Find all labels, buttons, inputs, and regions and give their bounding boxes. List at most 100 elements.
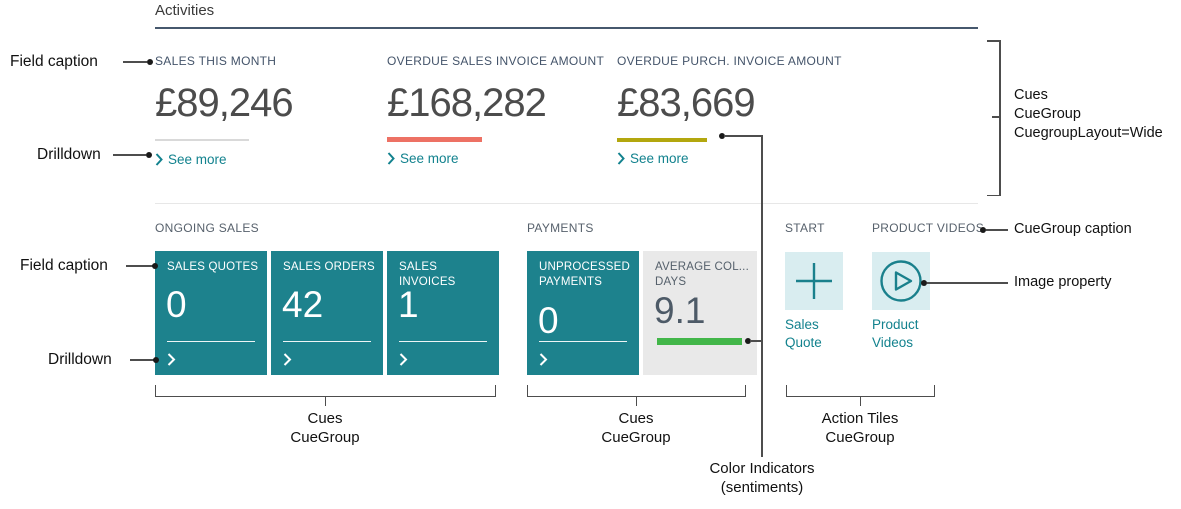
tile-rule [399, 341, 487, 342]
header-rule [155, 27, 978, 29]
tile-value: 0 [538, 300, 559, 341]
connector-line [750, 340, 762, 342]
brace-tick-right [495, 385, 497, 397]
annotation-wide-cues-bracket: Cues CueGroup CuegroupLayout=Wide [1014, 86, 1163, 143]
cue-sales-this-month[interactable]: SALES THIS MONTH £89,246 See more [155, 54, 385, 167]
connector-dot [921, 280, 927, 286]
annotation-drilldown-tile: Drilldown [48, 351, 112, 368]
group-caption-product-videos: PRODUCT VIDEOS [872, 221, 984, 235]
color-indicators-line-1: Color Indicators [709, 460, 815, 477]
sentiment-indicator [617, 138, 707, 142]
annotation-drilldown-top: Drilldown [37, 146, 101, 163]
tile-average-collection-days[interactable]: AVERAGE COL... DAYS 9.1 [643, 251, 757, 375]
tile-rule [539, 341, 627, 342]
tile-sales-quotes[interactable]: SALES QUOTES 0 [155, 251, 267, 375]
connector-dot [152, 263, 158, 269]
annotation-cuegroup-caption: CueGroup caption [1014, 221, 1132, 237]
connector-line [126, 265, 153, 267]
action-label-sales-quote[interactable]: Sales Quote [785, 317, 822, 350]
brace-label-line-2: CueGroup [601, 429, 671, 446]
bracket-vertical [999, 40, 1001, 196]
tile-value: 0 [166, 284, 187, 325]
annotation-brace-ongoing: Cues CueGroup [225, 409, 425, 447]
see-more-link[interactable]: See more [617, 151, 847, 166]
cue-caption: OVERDUE PURCH. INVOICE AMOUNT [617, 54, 842, 68]
tile-rule [283, 341, 371, 342]
annotation-brace-payments: Cues CueGroup [536, 409, 736, 447]
section-divider [155, 203, 978, 204]
connector-line [927, 282, 1008, 284]
annotation-color-indicators: Color Indicators (sentiments) [662, 459, 862, 497]
sentiment-indicator [155, 139, 249, 141]
connector-dot [147, 59, 153, 65]
page-title: Activities [155, 2, 215, 19]
connector-line [130, 359, 154, 361]
cue-value: £89,246 [155, 81, 294, 125]
cue-caption: OVERDUE SALES INVOICE AMOUNT [387, 54, 605, 68]
connector-dot [745, 338, 751, 344]
brace-tick-middle [636, 396, 638, 406]
tile-value: 42 [282, 284, 324, 325]
cue-value: £83,669 [617, 81, 756, 125]
connector-line [113, 154, 146, 156]
action-tile-sales-quote[interactable] [785, 252, 843, 310]
tile-sales-orders[interactable]: SALES ORDERS 42 [271, 251, 383, 375]
drilldown-chevron-icon[interactable] [399, 352, 408, 367]
brace-tick-right [934, 385, 936, 397]
brace-tick-left [786, 385, 788, 397]
play-circle-icon [880, 260, 922, 302]
bracket-line-2: CueGroup [1014, 106, 1081, 122]
drilldown-chevron-icon[interactable] [167, 352, 176, 367]
connector-dot [980, 227, 986, 233]
chevron-right-icon [155, 153, 163, 166]
connector-dot [146, 152, 152, 158]
brace-label-line-2: CueGroup [825, 429, 895, 446]
see-more-label: See more [400, 151, 459, 166]
brace-tick-left [155, 385, 157, 397]
cue-overdue-purch-invoice[interactable]: OVERDUE PURCH. INVOICE AMOUNT £83,669 Se… [617, 54, 847, 166]
tile-caption: SALES QUOTES [167, 261, 259, 273]
bracket-line-1: Cues [1014, 87, 1048, 103]
annotation-image-property: Image property [1014, 274, 1112, 290]
connector-line-vertical [761, 135, 763, 457]
brace-tick-right [745, 385, 747, 397]
bracket-tick-bottom [987, 194, 1000, 196]
tile-sales-invoices[interactable]: SALES INVOICES 1 [387, 251, 499, 375]
bracket-tick-middle [992, 116, 1000, 118]
action-label-product-videos[interactable]: Product Videos [872, 317, 919, 350]
plus-icon [796, 263, 832, 299]
color-indicators-line-2: (sentiments) [720, 479, 804, 496]
connector-dot [719, 133, 725, 139]
bracket-tick-top [987, 40, 1000, 42]
cue-overdue-sales-invoice[interactable]: OVERDUE SALES INVOICE AMOUNT £168,282 Se… [387, 54, 617, 166]
tile-unprocessed-payments[interactable]: UNPROCESSED PAYMENTS 0 [527, 251, 639, 375]
see-more-link[interactable]: See more [155, 152, 385, 167]
drilldown-chevron-icon[interactable] [283, 352, 292, 367]
see-more-label: See more [630, 151, 689, 166]
brace-label-line-1: Action Tiles [821, 410, 899, 427]
tile-value: 1 [398, 284, 419, 325]
brace-tick-middle [860, 396, 862, 406]
brace-label-line-2: CueGroup [290, 429, 360, 446]
group-caption-payments: PAYMENTS [527, 221, 594, 235]
drilldown-chevron-icon[interactable] [539, 352, 548, 367]
group-caption-start: START [785, 221, 825, 235]
brace-label-line-1: Cues [618, 410, 654, 427]
tile-value: 9.1 [654, 290, 706, 331]
bracket-line-3: CuegroupLayout=Wide [1014, 125, 1163, 141]
brace-tick-middle [325, 396, 327, 406]
see-more-label: See more [168, 152, 227, 167]
connector-line [986, 229, 1008, 231]
connector-line [724, 135, 762, 137]
tile-rule [167, 341, 255, 342]
see-more-link[interactable]: See more [387, 151, 617, 166]
action-tile-product-videos[interactable] [872, 252, 930, 310]
annotation-field-caption-tile: Field caption [20, 257, 108, 274]
tile-caption: UNPROCESSED PAYMENTS [539, 261, 631, 288]
annotation-brace-actions: Action Tiles CueGroup [760, 409, 960, 447]
connector-dot [153, 357, 159, 363]
sentiment-indicator-bar [657, 338, 742, 345]
group-caption-ongoing-sales: ONGOING SALES [155, 221, 259, 235]
connector-line [123, 61, 147, 63]
